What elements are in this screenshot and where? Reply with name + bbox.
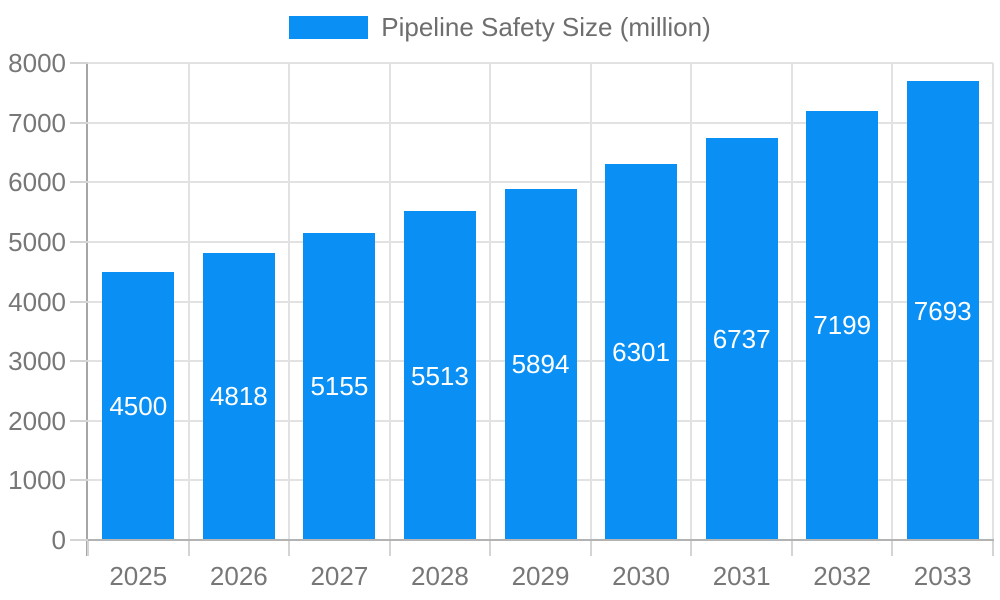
y-axis-tick	[70, 419, 88, 422]
y-axis-tick-label: 6000	[8, 167, 66, 198]
x-axis-tick-label: 2030	[612, 561, 670, 591]
bar-2032[interactable]: 7199	[806, 110, 879, 540]
y-axis-tick	[70, 300, 88, 303]
y-axis-tick	[70, 240, 88, 243]
y-axis-tick-label: 0	[51, 525, 66, 555]
y-axis-tick	[70, 360, 88, 363]
bar-value-label: 7199	[813, 310, 872, 341]
gridline-vertical	[992, 63, 994, 540]
gridline-horizontal	[88, 181, 993, 184]
y-axis-tick-label: 2000	[8, 405, 66, 436]
y-axis-tick	[70, 62, 88, 64]
legend-swatch	[289, 15, 369, 39]
bar-value-label: 6301	[612, 337, 670, 368]
bar-2026[interactable]: 4818	[202, 252, 275, 540]
bar-value-label: 7693	[913, 295, 972, 326]
bar-value-label: 5155	[310, 371, 369, 402]
x-axis-tick-label: 2032	[813, 561, 872, 591]
x-axis-tick-label: 2025	[109, 561, 168, 591]
x-axis-tick	[388, 541, 391, 556]
y-axis-tick-label: 7000	[8, 107, 66, 138]
x-axis-tick-label: 2027	[310, 561, 369, 591]
gridline-vertical	[489, 63, 492, 540]
y-axis-tick-label: 4000	[8, 286, 66, 317]
x-axis-tick-label: 2026	[209, 561, 268, 591]
x-axis-tick-label: 2028	[411, 561, 469, 591]
gridline-vertical	[891, 63, 894, 540]
x-axis-tick	[87, 541, 89, 556]
gridline-horizontal	[88, 62, 993, 64]
gridline-vertical	[187, 63, 190, 540]
y-axis-tick	[70, 479, 88, 482]
y-axis-tick-label: 5000	[8, 226, 66, 257]
chart-legend[interactable]: Pipeline Safety Size (million)	[0, 14, 1000, 40]
x-axis-tick	[187, 541, 190, 556]
gridline-horizontal	[88, 121, 993, 124]
x-axis-tick	[891, 541, 894, 556]
plot-area: 4500 4818 5155 5513 5894 6301 6737 7199 7693	[88, 62, 994, 540]
bar-2027[interactable]: 5155	[303, 232, 376, 540]
gridline-vertical	[589, 63, 592, 540]
gridline-vertical	[388, 63, 391, 540]
bar-2025[interactable]: 4500	[102, 271, 175, 540]
bar-value-label: 6737	[712, 324, 771, 355]
x-axis-tick-label: 2031	[712, 561, 771, 591]
y-axis-line	[86, 63, 88, 556]
bar-value-label: 4500	[109, 390, 168, 421]
x-axis-tick-label: 2033	[913, 561, 972, 591]
y-axis-tick	[70, 121, 88, 124]
bar-2033[interactable]: 7693	[906, 81, 979, 540]
x-axis-tick	[690, 541, 693, 556]
bar-value-label: 5513	[411, 360, 469, 391]
gridline-vertical	[790, 63, 793, 540]
y-axis-tick-label: 8000	[8, 48, 66, 78]
x-axis-tick	[790, 541, 793, 556]
x-axis-tick	[589, 541, 592, 556]
x-axis-tick-label: 2029	[511, 561, 570, 591]
y-axis-tick	[70, 539, 88, 541]
bar-2031[interactable]: 6737	[705, 138, 778, 540]
x-axis-tick	[992, 541, 994, 556]
bar-2030[interactable]: 6301	[605, 164, 678, 540]
bar-2029[interactable]: 5894	[504, 188, 577, 540]
y-axis-tick-label: 3000	[8, 346, 66, 377]
x-axis-tick	[288, 541, 291, 556]
x-axis-tick	[489, 541, 492, 556]
x-axis-line	[70, 539, 994, 541]
gridline-vertical	[288, 63, 291, 540]
bar-value-label: 5894	[511, 349, 570, 380]
y-axis-tick-label: 1000	[8, 465, 66, 496]
bar-2028[interactable]: 5513	[403, 211, 476, 540]
bar-value-label: 4818	[209, 381, 268, 412]
legend-label: Pipeline Safety Size (million)	[381, 12, 711, 42]
y-axis-tick	[70, 181, 88, 184]
gridline-vertical	[690, 63, 693, 540]
